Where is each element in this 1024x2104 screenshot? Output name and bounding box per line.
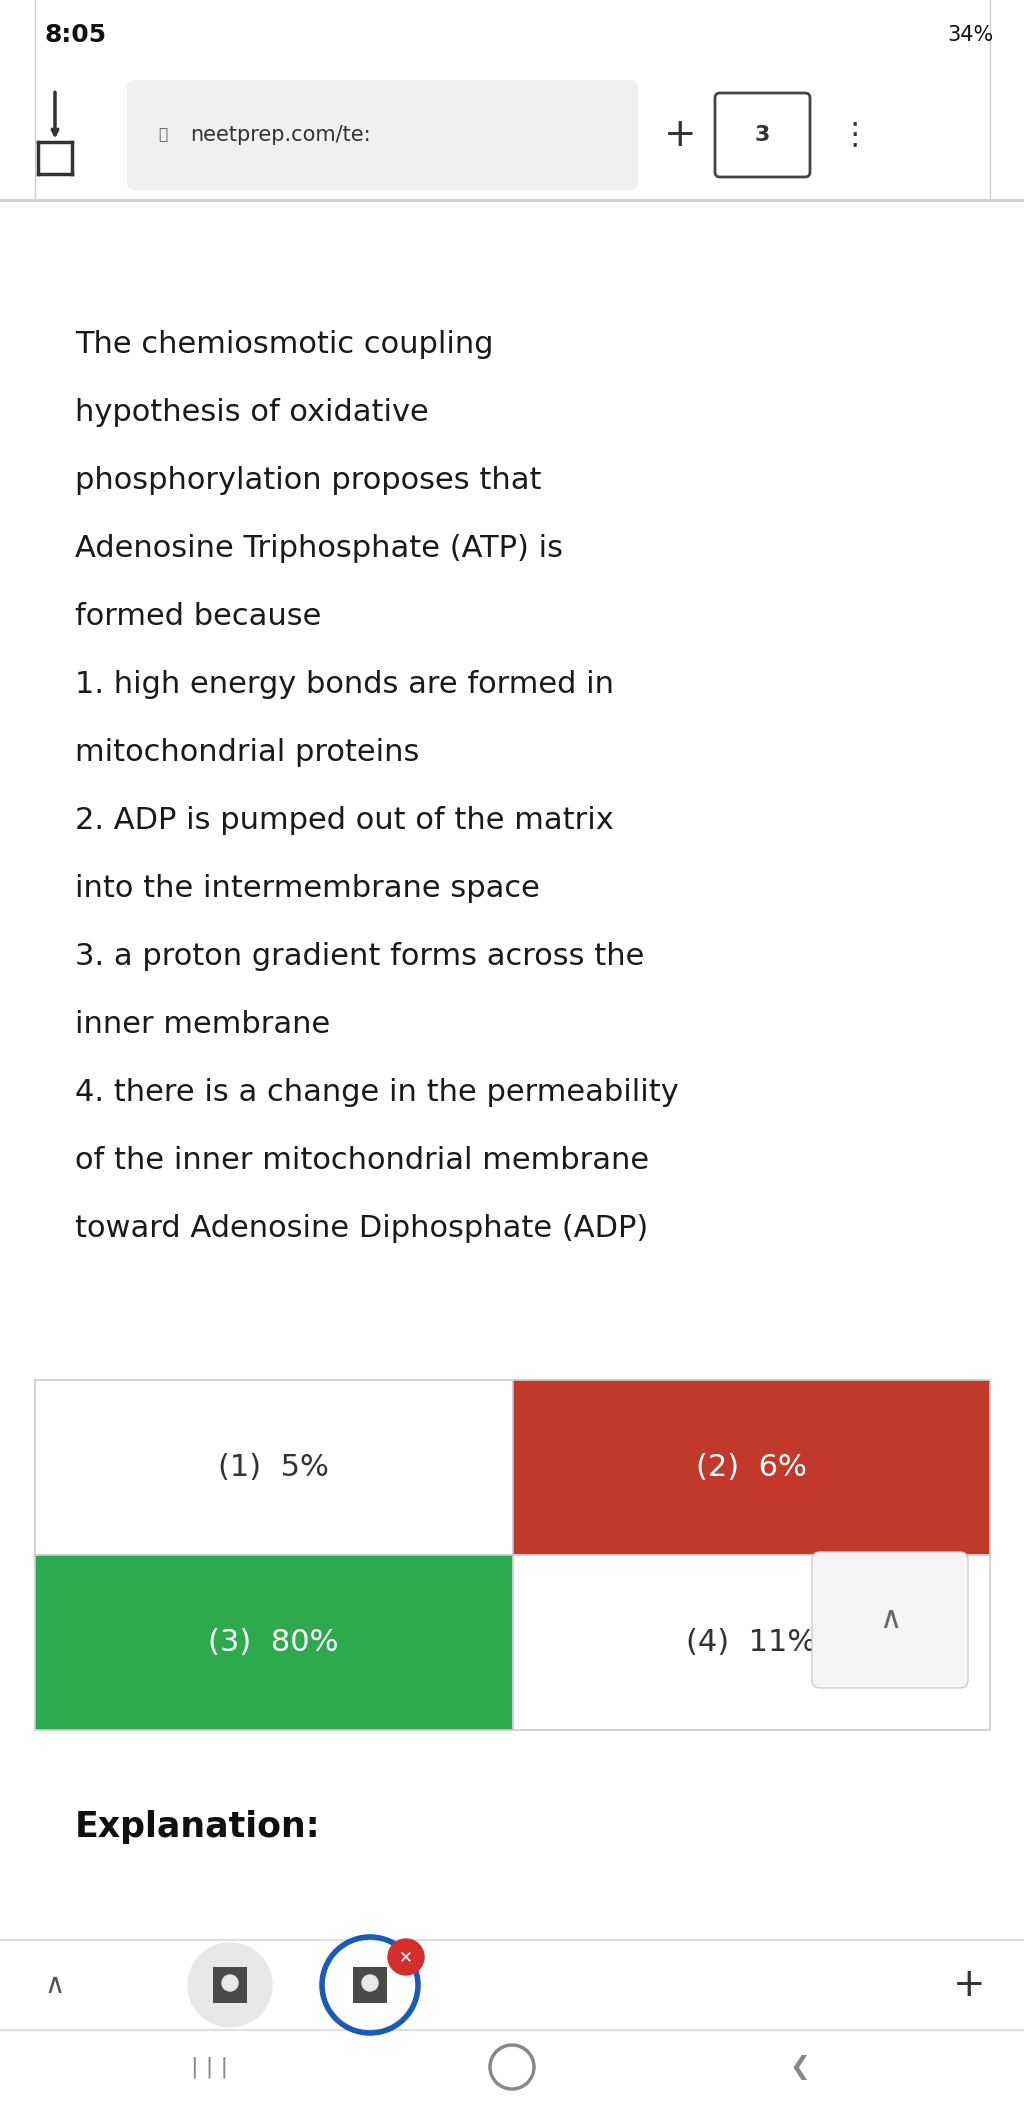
Text: (2)  6%: (2) 6% <box>696 1454 807 1481</box>
Text: 1. high energy bonds are formed in: 1. high energy bonds are formed in <box>75 669 614 699</box>
Text: into the intermembrane space: into the intermembrane space <box>75 873 540 903</box>
Bar <box>35 200 990 1940</box>
Bar <box>35 1380 512 1555</box>
Text: 34%: 34% <box>948 25 994 44</box>
Text: ∧: ∧ <box>45 1971 66 1999</box>
Text: | | |: | | | <box>191 2056 228 2079</box>
Text: ✕: ✕ <box>399 1948 413 1965</box>
FancyBboxPatch shape <box>812 1553 968 1687</box>
Bar <box>213 1967 247 2003</box>
Text: 8:05: 8:05 <box>45 23 108 46</box>
Text: formed because: formed because <box>75 602 322 631</box>
Text: (4)  11%: (4) 11% <box>686 1628 816 1658</box>
Text: 🔒: 🔒 <box>158 128 167 143</box>
Text: +: + <box>664 116 696 154</box>
FancyBboxPatch shape <box>127 80 638 189</box>
Bar <box>35 1555 512 1729</box>
Text: +: + <box>952 1965 985 2003</box>
Text: 3: 3 <box>755 124 770 145</box>
Text: ⋮: ⋮ <box>840 120 870 149</box>
Text: 3. a proton gradient forms across the: 3. a proton gradient forms across the <box>75 943 644 972</box>
Bar <box>512 1380 990 1555</box>
Text: The chemiosmotic coupling: The chemiosmotic coupling <box>75 330 494 360</box>
Text: ∧: ∧ <box>879 1605 901 1635</box>
Bar <box>0 1940 1024 2030</box>
Text: Adenosine Triphosphate (ATP) is: Adenosine Triphosphate (ATP) is <box>75 534 563 564</box>
Text: 2. ADP is pumped out of the matrix: 2. ADP is pumped out of the matrix <box>75 806 613 835</box>
Text: (3)  80%: (3) 80% <box>209 1628 339 1658</box>
Text: mitochondrial proteins: mitochondrial proteins <box>75 739 420 768</box>
Circle shape <box>388 1940 424 1976</box>
Bar <box>0 2030 1024 2104</box>
Text: (1)  5%: (1) 5% <box>218 1454 329 1481</box>
Text: ❮: ❮ <box>790 2054 811 2079</box>
Text: neetprep.com/te:: neetprep.com/te: <box>190 124 371 145</box>
Bar <box>512 1555 990 1729</box>
Bar <box>0 0 1024 69</box>
Text: Explanation:: Explanation: <box>75 1809 321 1843</box>
Text: inner membrane: inner membrane <box>75 1010 331 1039</box>
FancyBboxPatch shape <box>715 93 810 177</box>
Text: 4. there is a change in the permeability: 4. there is a change in the permeability <box>75 1077 679 1107</box>
Text: toward Adenosine Diphosphate (ADP): toward Adenosine Diphosphate (ADP) <box>75 1214 648 1243</box>
Text: hypothesis of oxidative: hypothesis of oxidative <box>75 398 429 427</box>
Circle shape <box>362 1976 378 1990</box>
Bar <box>0 69 1024 200</box>
Circle shape <box>188 1942 272 2026</box>
Bar <box>353 1967 387 2003</box>
Circle shape <box>222 1976 238 1990</box>
Text: phosphorylation proposes that: phosphorylation proposes that <box>75 465 542 494</box>
Text: of the inner mitochondrial membrane: of the inner mitochondrial membrane <box>75 1147 649 1174</box>
